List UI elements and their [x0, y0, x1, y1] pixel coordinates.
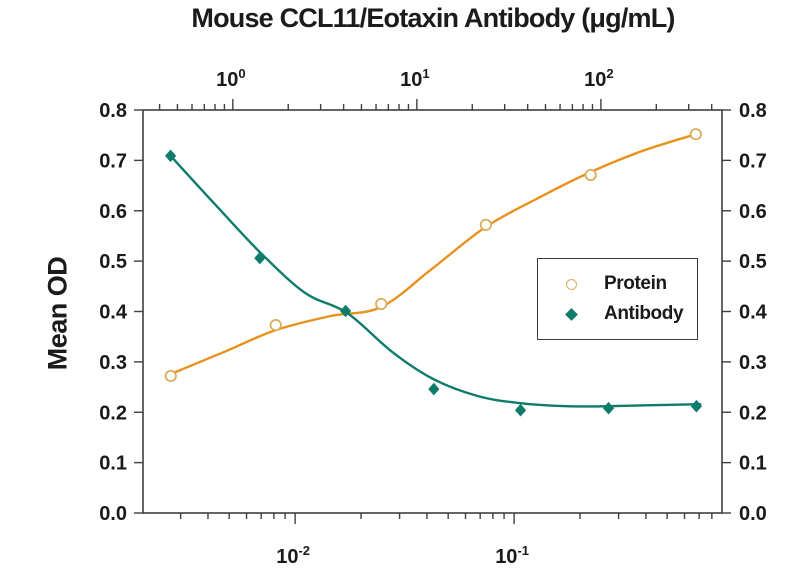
y-tick-label-left: 0.2: [99, 402, 127, 424]
top-axis-tick-label: 100: [216, 66, 245, 91]
y-tick-label-left: 0.6: [99, 201, 127, 223]
y-tick-label-right: 0.8: [739, 100, 767, 122]
protein-data-point: [375, 297, 388, 311]
legend: Protein Antibody: [537, 258, 698, 340]
protein-data-point: [689, 128, 702, 141]
y-tick-label-right: 0.2: [739, 402, 767, 424]
y-tick-label-left: 0.7: [99, 150, 127, 172]
top-axis-tick-label: 102: [584, 66, 613, 91]
legend-label-antibody: Antibody: [604, 303, 684, 324]
y-tick-label-left: 0.3: [99, 352, 127, 374]
antibody-data-point: [254, 251, 266, 265]
protein-data-point: [479, 218, 492, 231]
y-tick-label-left: 0.5: [99, 251, 127, 273]
y-tick-label-right: 0.1: [739, 453, 767, 475]
antibody-data-point: [428, 382, 440, 396]
y-tick-label-right: 0.7: [739, 150, 767, 172]
y-tick-label-right: 0.4: [739, 302, 768, 324]
bottom-axis-tick-label: 10-1: [495, 543, 529, 568]
protein-open-circle-icon: [565, 278, 577, 290]
antibody-data-point: [602, 401, 615, 415]
antibody-diamond-icon: [564, 307, 578, 321]
y-tick-label-left: 0.4: [99, 302, 128, 324]
legend-marker-cell: [538, 307, 604, 321]
y-tick-label-right: 0.3: [739, 352, 767, 374]
y-tick-label-right: 0.5: [739, 251, 767, 273]
y-tick-label-left: 0.0: [99, 503, 127, 525]
protein-data-point: [584, 168, 597, 182]
y-tick-label-right: 0.6: [739, 201, 767, 223]
protein-data-point: [164, 369, 177, 383]
y-tick-label-right: 0.0: [739, 503, 767, 525]
legend-label-protein: Protein: [604, 273, 667, 294]
top-axis-tick-label: 101: [400, 66, 429, 91]
legend-item-protein: Protein: [538, 272, 697, 296]
antibody-data-point: [339, 304, 352, 318]
bottom-axis-tick-label: 10-2: [276, 543, 310, 568]
protein-data-point: [269, 319, 282, 332]
chart-title: Mouse CCL11/Eotaxin Antibody (μg/mL): [191, 3, 675, 33]
antibody-data-point: [164, 149, 177, 163]
legend-item-antibody: Antibody: [538, 302, 697, 326]
antibody-data-point: [514, 403, 527, 417]
y-tick-label-left: 0.1: [99, 453, 127, 475]
protein-curve: [169, 133, 697, 376]
y-tick-label-left: 0.8: [99, 100, 127, 122]
legend-marker-cell: [538, 278, 604, 290]
antibody-data-point: [690, 399, 703, 413]
